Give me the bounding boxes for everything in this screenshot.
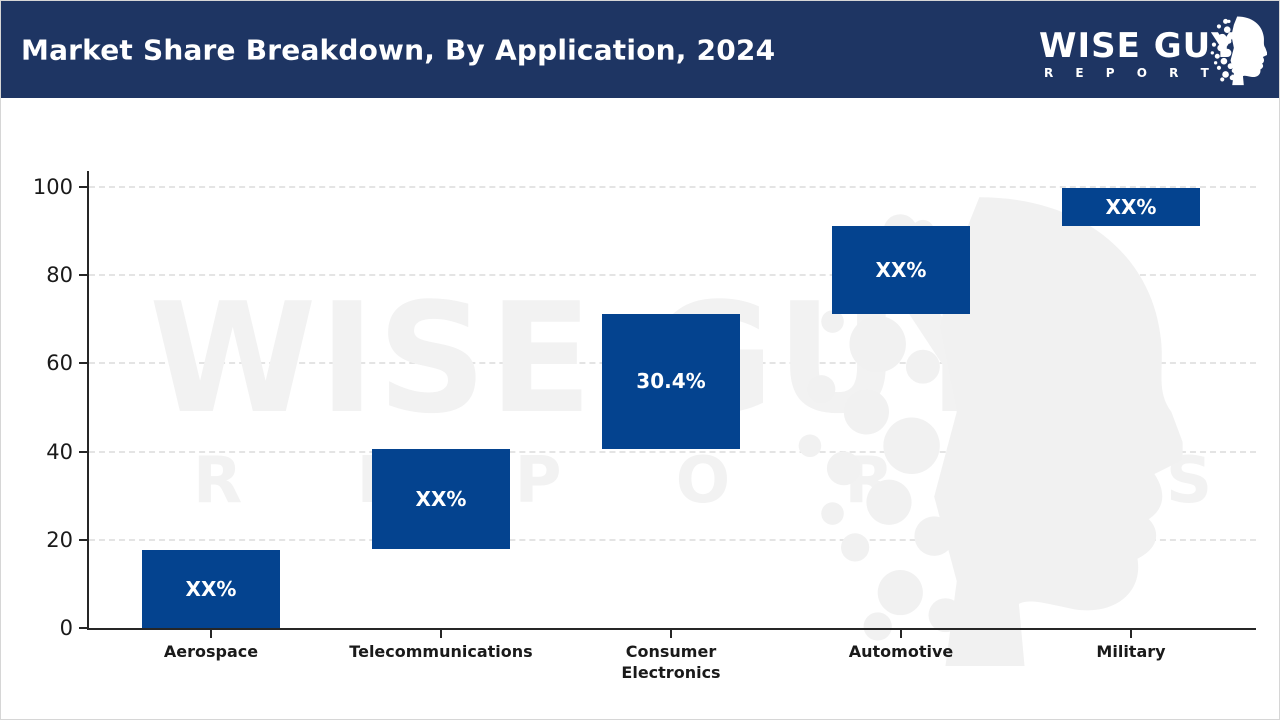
x-category-label: Aerospace <box>163 642 259 661</box>
y-tick-mark <box>79 362 87 365</box>
x-category-label: Telecommunications <box>349 642 533 661</box>
header-bar: Market Share Breakdown, By Application, … <box>1 1 1279 98</box>
x-category-label: Automotive <box>848 642 954 661</box>
gridline <box>89 186 1256 188</box>
bar-segment: 30.4% <box>602 314 740 449</box>
y-tick-label: 0 <box>59 616 73 640</box>
y-tick-mark <box>79 274 87 277</box>
x-axis <box>87 628 1256 630</box>
y-tick-label: 80 <box>46 263 73 288</box>
bar-value-label: 30.4% <box>636 369 706 394</box>
x-category-label: Military <box>1096 642 1166 661</box>
y-tick-mark <box>79 450 87 453</box>
bar-segment: XX% <box>142 549 280 628</box>
gridline <box>89 450 1256 453</box>
gridline <box>89 274 1256 277</box>
brand-logo-subtext: R E P O R T S <box>1044 66 1249 80</box>
page-title: Market Share Breakdown, By Application, … <box>21 33 776 66</box>
y-tick-mark <box>79 627 87 629</box>
x-tick-mark <box>900 630 902 638</box>
bar-value-label: XX% <box>875 258 927 283</box>
y-tick-label: 60 <box>46 351 73 376</box>
bar-segment: XX% <box>832 225 970 315</box>
brand-logo: WISE GUY R E P O R T S <box>1011 8 1267 92</box>
x-tick-mark <box>670 630 672 638</box>
bar-value-label: XX% <box>1105 194 1157 219</box>
bar-value-label: XX% <box>415 486 467 511</box>
bar-segment: XX% <box>1062 187 1200 226</box>
x-tick-mark <box>440 630 442 638</box>
x-tick-mark <box>1130 630 1132 638</box>
brand-logo-wordmark: WISE GUY <box>1039 26 1237 66</box>
brand-face-icon <box>1209 11 1267 89</box>
y-tick-label: 40 <box>46 439 73 464</box>
y-tick-label: 100 <box>32 175 73 199</box>
x-tick-mark <box>210 630 212 638</box>
bar-segment: XX% <box>372 448 510 550</box>
bar-value-label: XX% <box>185 576 237 601</box>
y-axis <box>87 171 89 630</box>
y-tick-mark <box>79 538 87 541</box>
y-tick-label: 20 <box>46 527 73 552</box>
gridline <box>89 538 1256 541</box>
y-tick-mark <box>79 186 87 188</box>
x-category-label: Consumer Electronics <box>621 642 721 682</box>
